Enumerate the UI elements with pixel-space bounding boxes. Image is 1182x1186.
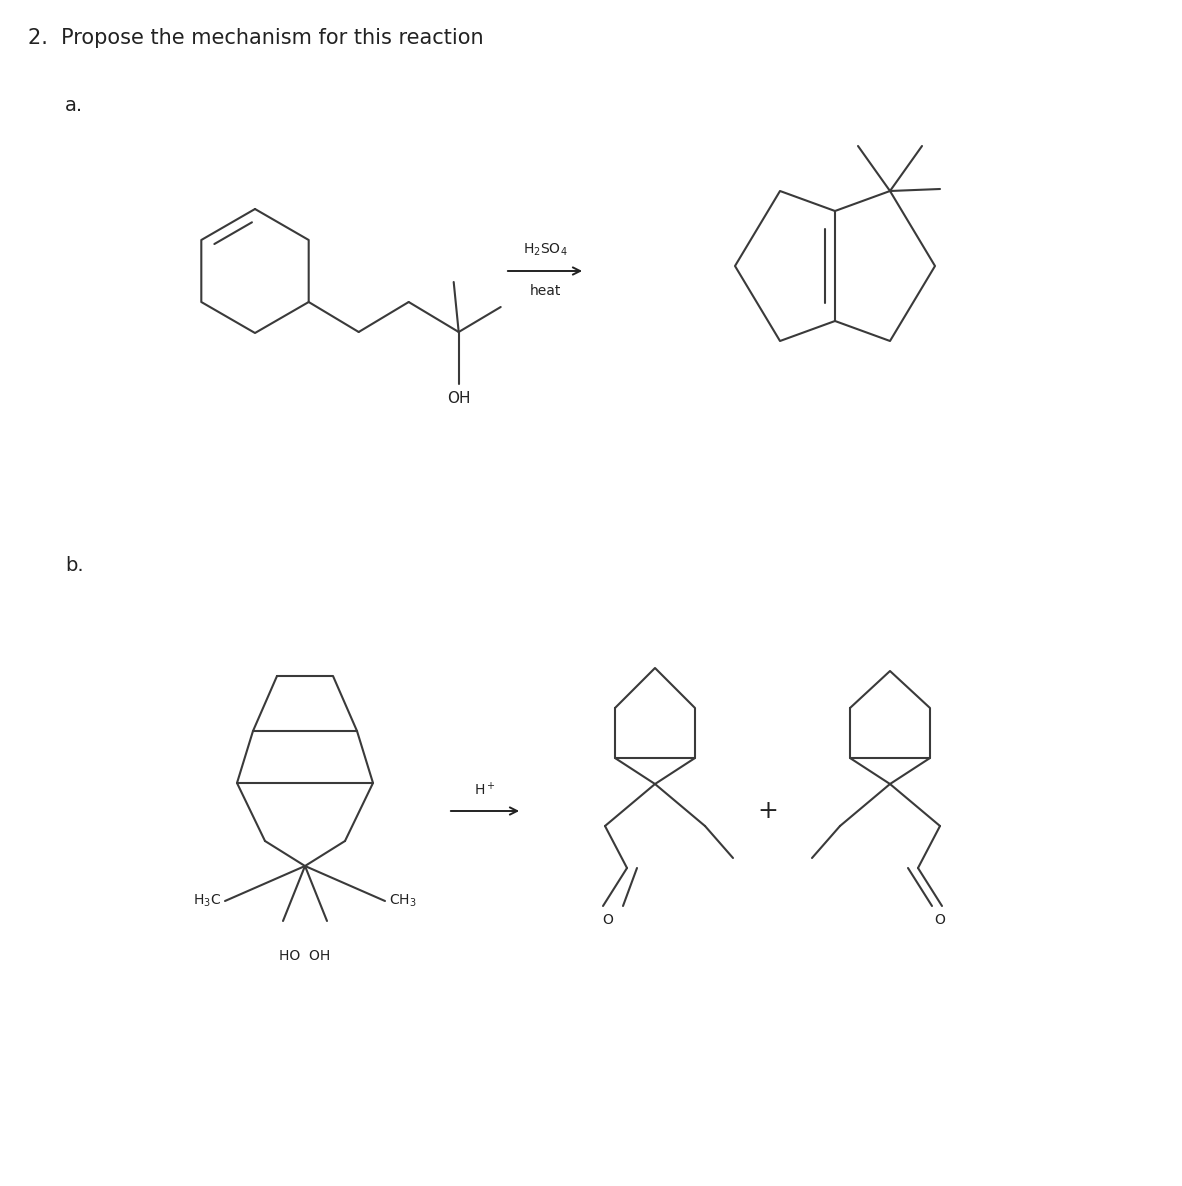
Text: H$_3$C: H$_3$C <box>193 893 221 910</box>
Text: b.: b. <box>65 556 84 575</box>
Text: H$_2$SO$_4$: H$_2$SO$_4$ <box>522 242 567 259</box>
Text: O: O <box>603 913 613 927</box>
Text: 2.  Propose the mechanism for this reaction: 2. Propose the mechanism for this reacti… <box>28 28 483 47</box>
Text: HO  OH: HO OH <box>279 949 331 963</box>
Text: H$^+$: H$^+$ <box>474 780 495 798</box>
Text: a.: a. <box>65 96 83 115</box>
Text: O: O <box>935 913 946 927</box>
Text: heat: heat <box>530 283 560 298</box>
Text: OH: OH <box>447 391 470 406</box>
Text: +: + <box>758 799 779 823</box>
Text: CH$_3$: CH$_3$ <box>389 893 416 910</box>
